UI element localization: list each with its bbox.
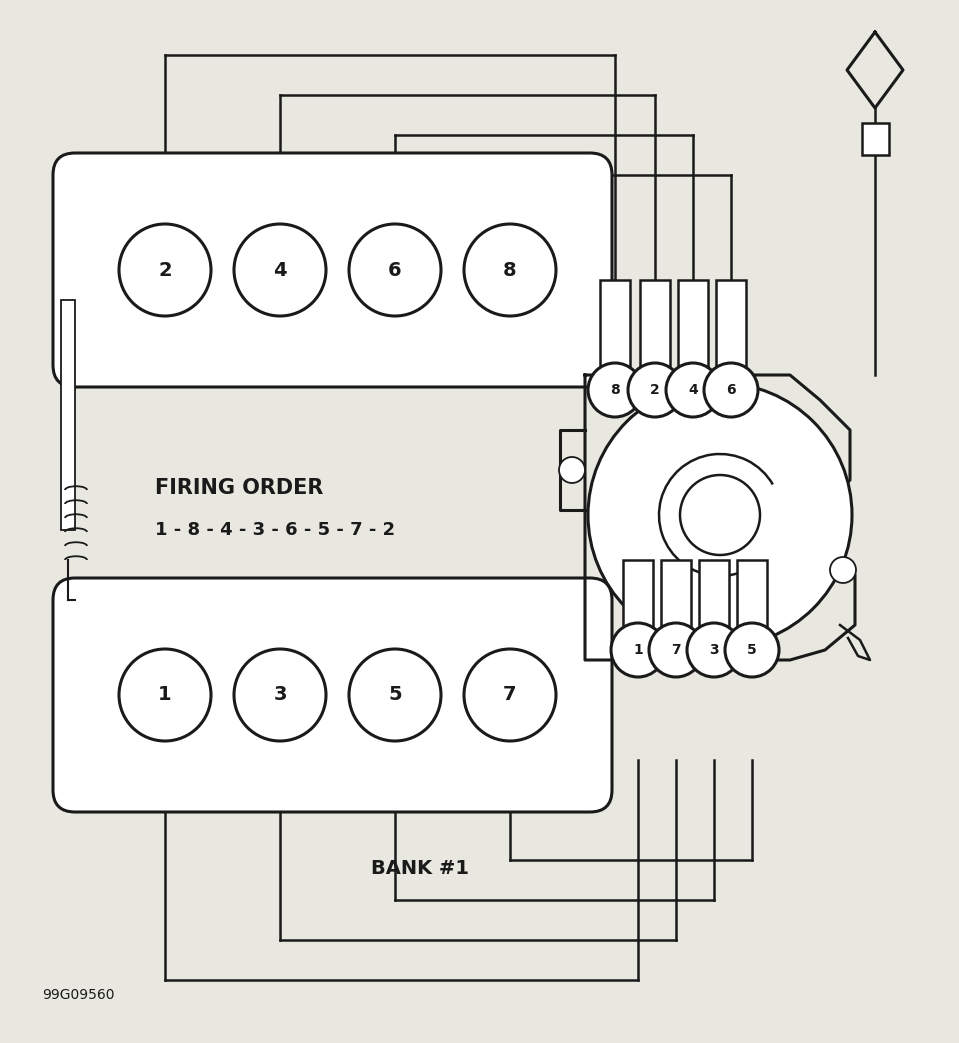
- Circle shape: [119, 224, 211, 316]
- Circle shape: [119, 649, 211, 741]
- Bar: [623, 560, 653, 660]
- Text: 3: 3: [273, 685, 287, 704]
- Circle shape: [349, 224, 441, 316]
- Bar: [699, 560, 729, 660]
- Text: 5: 5: [388, 685, 402, 704]
- Bar: [678, 280, 708, 375]
- Text: BANK #1: BANK #1: [371, 858, 469, 877]
- Circle shape: [559, 457, 585, 483]
- FancyBboxPatch shape: [53, 578, 612, 812]
- Bar: [737, 560, 767, 660]
- Text: 99G09560: 99G09560: [42, 988, 114, 1002]
- Circle shape: [234, 649, 326, 741]
- Circle shape: [680, 475, 760, 555]
- Text: 7: 7: [671, 642, 681, 657]
- Text: 4: 4: [689, 383, 698, 397]
- Circle shape: [611, 623, 665, 677]
- Circle shape: [725, 623, 779, 677]
- Text: 1: 1: [633, 642, 643, 657]
- Circle shape: [704, 363, 758, 417]
- Circle shape: [349, 649, 441, 741]
- Text: 2: 2: [650, 383, 660, 397]
- Circle shape: [234, 224, 326, 316]
- Circle shape: [687, 623, 741, 677]
- Text: 2: 2: [158, 261, 172, 280]
- Bar: [862, 123, 889, 155]
- Bar: [61, 300, 75, 530]
- Text: FIRING ORDER: FIRING ORDER: [155, 478, 323, 498]
- Text: 4: 4: [273, 261, 287, 280]
- Circle shape: [830, 557, 856, 583]
- FancyBboxPatch shape: [53, 153, 612, 387]
- Text: 8: 8: [610, 383, 620, 397]
- Text: 6: 6: [726, 383, 736, 397]
- Circle shape: [464, 224, 556, 316]
- Text: 8: 8: [503, 261, 517, 280]
- Circle shape: [666, 363, 720, 417]
- Circle shape: [588, 363, 642, 417]
- Text: 3: 3: [710, 642, 719, 657]
- Text: 1: 1: [158, 685, 172, 704]
- Circle shape: [628, 363, 682, 417]
- Text: 7: 7: [503, 685, 517, 704]
- Bar: [600, 280, 630, 375]
- Bar: [716, 280, 746, 375]
- Text: 1 - 8 - 4 - 3 - 6 - 5 - 7 - 2: 1 - 8 - 4 - 3 - 6 - 5 - 7 - 2: [155, 522, 395, 539]
- Circle shape: [649, 623, 703, 677]
- Text: 5: 5: [747, 642, 757, 657]
- Bar: [661, 560, 691, 660]
- Text: 6: 6: [388, 261, 402, 280]
- Circle shape: [588, 383, 852, 647]
- Circle shape: [464, 649, 556, 741]
- Bar: [640, 280, 670, 375]
